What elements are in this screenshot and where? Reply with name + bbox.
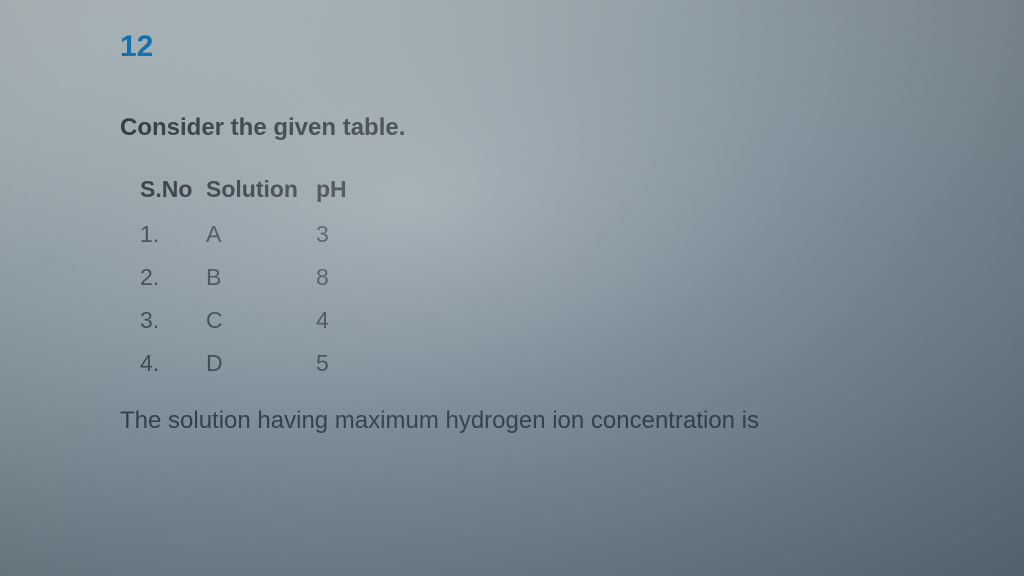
cell-solution: C <box>206 307 316 334</box>
table-row: 3. C 4 <box>140 307 934 334</box>
table-row: 1. A 3 <box>140 221 934 248</box>
table-header-solution: Solution <box>206 176 316 203</box>
table-header-ph: pH <box>316 176 376 203</box>
cell-ph: 5 <box>316 350 376 377</box>
question-number: 12 <box>120 30 934 64</box>
cell-solution: A <box>206 221 316 248</box>
cell-ph: 3 <box>316 221 376 248</box>
cell-solution: D <box>206 350 316 377</box>
table-row: 4. D 5 <box>140 350 934 377</box>
table-row: 2. B 8 <box>140 264 934 291</box>
table-header-sno: S.No <box>140 176 206 203</box>
cell-sno: 2. <box>140 264 206 291</box>
cell-sno: 3. <box>140 307 206 334</box>
cell-ph: 4 <box>316 307 376 334</box>
cell-sno: 4. <box>140 350 206 377</box>
cell-solution: B <box>206 264 316 291</box>
cell-sno: 1. <box>140 221 206 248</box>
question-stem: The solution having maximum hydrogen ion… <box>120 407 934 435</box>
question-prompt: Consider the given table. <box>120 114 934 142</box>
table-header-row: S.No Solution pH <box>140 176 934 203</box>
cell-ph: 8 <box>316 264 376 291</box>
data-table: S.No Solution pH 1. A 3 2. B 8 3. C 4 4.… <box>140 176 934 377</box>
